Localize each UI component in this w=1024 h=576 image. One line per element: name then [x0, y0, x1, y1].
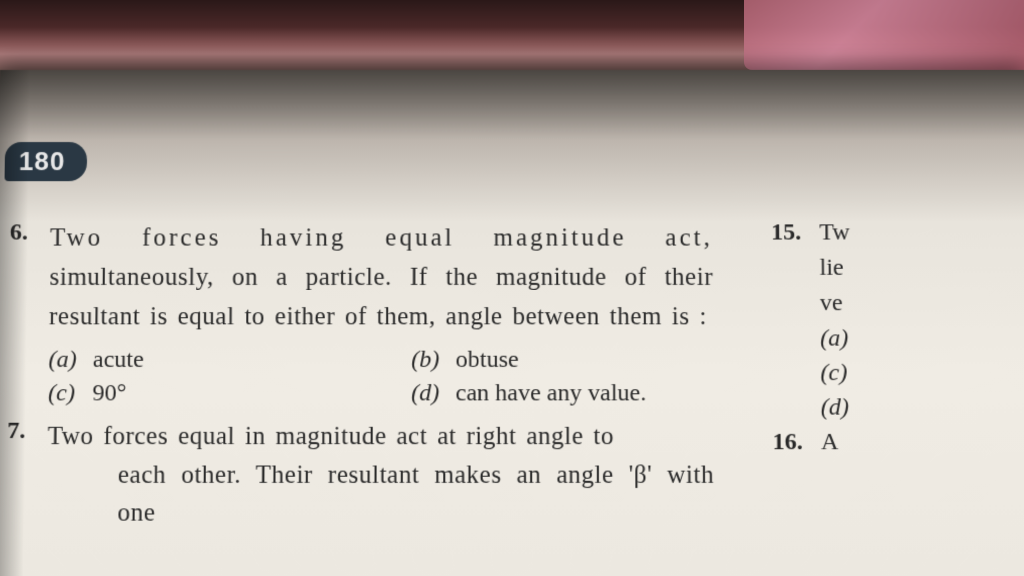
question-text-lead: Two forces having equal magnitude act, — [50, 224, 713, 251]
option-label: (b) — [411, 347, 445, 374]
option-c-fragment: (c) — [772, 360, 1024, 387]
question-fragment: ve — [820, 290, 1024, 317]
option-d: (d) can have any value. — [411, 380, 714, 407]
question-fragment: A — [821, 429, 1024, 456]
textbook-page: 180 6. Two forces having equal magnitude… — [0, 70, 1024, 576]
question-15-line: lie — [771, 255, 1024, 282]
option-label: (c) — [48, 380, 83, 407]
content-columns: 6. Two forces having equal magnitude act… — [6, 219, 1024, 543]
question-text: Two forces having equal magnitude act, s… — [49, 219, 714, 336]
option-a: (a) acute — [48, 347, 351, 374]
option-text: acute — [93, 347, 144, 374]
option-text: 90° — [92, 380, 126, 407]
question-text-line1: Two forces equal in magnitude act at rig… — [47, 418, 714, 456]
option-label: (a) — [48, 347, 83, 374]
page-shadow-top — [0, 70, 1024, 140]
option-b: (b) obtuse — [411, 347, 713, 374]
question-16: 16. A — [772, 429, 1024, 456]
question-number: 16. — [772, 429, 821, 456]
option-a-fragment: (a) — [772, 325, 1024, 352]
question-text-rest: simultaneously, on a particle. If the ma… — [49, 263, 713, 329]
question-15-line: ve — [771, 290, 1024, 317]
question-6-options: (a) acute (b) obtuse (c) 90° — [48, 347, 714, 408]
question-number: 6. — [8, 219, 51, 407]
option-text: obtuse — [456, 347, 519, 374]
question-number: 15. — [771, 219, 819, 246]
question-number: 7. — [6, 418, 48, 533]
question-fragment: Tw — [819, 219, 1024, 246]
question-6: 6. Two forces having equal magnitude act… — [8, 219, 714, 407]
question-text-line2: each other. Their resultant makes an ang… — [46, 456, 714, 533]
question-7: 7. Two forces equal in magnitude act at … — [6, 418, 714, 533]
page-number-badge: 180 — [5, 142, 88, 181]
question-fragment: lie — [819, 255, 1024, 282]
question-15: 15. Tw — [771, 219, 1024, 246]
option-label: (d) — [411, 380, 445, 407]
right-column: 15. Tw lie ve (a) (c) (d) 16. A — [771, 219, 1024, 543]
option-text: can have any value. — [456, 380, 647, 407]
option-c: (c) 90° — [48, 380, 351, 407]
left-column: 6. Two forces having equal magnitude act… — [6, 219, 715, 543]
option-d-fragment: (d) — [772, 394, 1024, 421]
